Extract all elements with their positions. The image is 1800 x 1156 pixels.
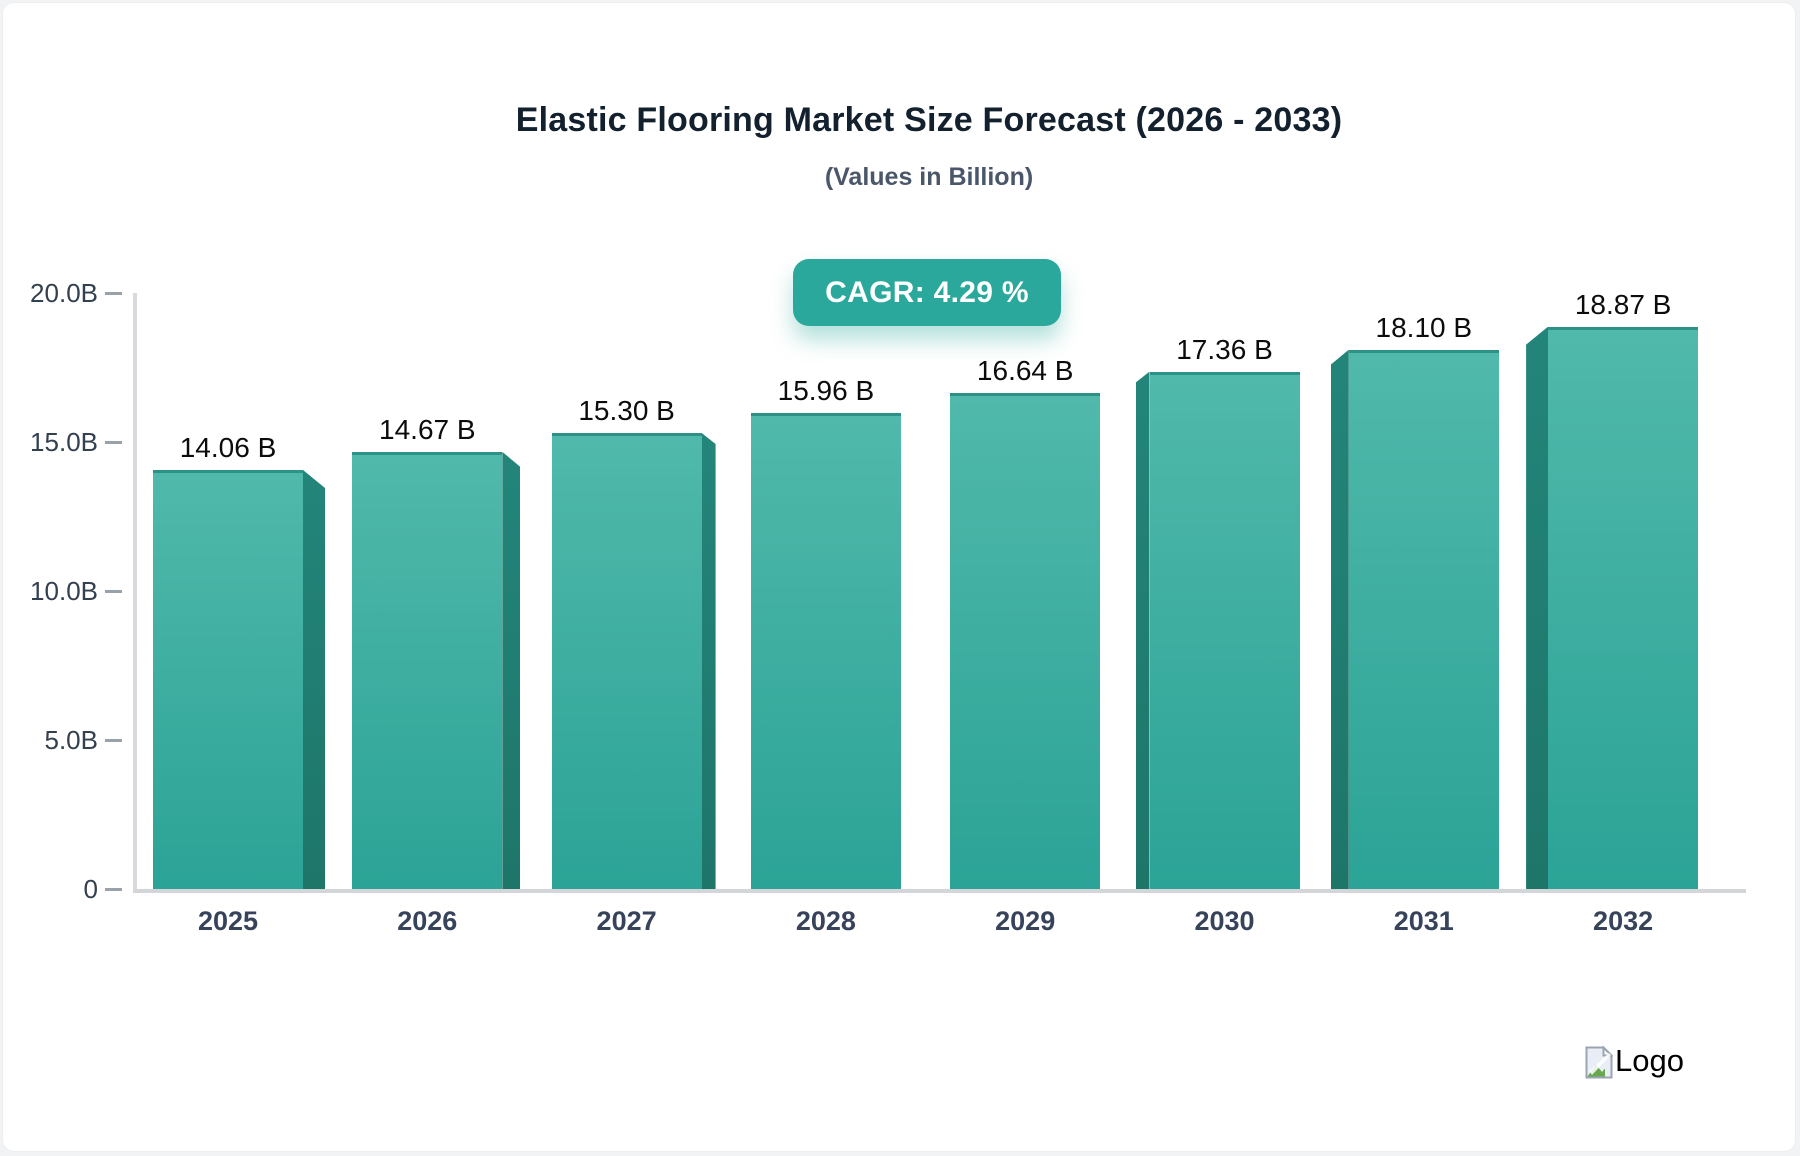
bar-2027[interactable] <box>551 433 702 889</box>
bar-value-label: 17.36 B <box>1176 333 1273 365</box>
y-axis-tick-label: 10.0B <box>30 576 98 606</box>
bar-value-label: 16.64 B <box>976 355 1074 387</box>
bar-side-face <box>1526 326 1549 889</box>
bar-value-label: 18.87 B <box>1574 288 1672 320</box>
x-axis-line <box>133 889 1746 893</box>
chart-title: Elastic Flooring Market Size Forecast (2… <box>515 101 1343 139</box>
bar-value-label: 14.67 B <box>379 413 476 445</box>
bar-2028[interactable] <box>750 413 901 889</box>
x-axis-label-2030: 2030 <box>1194 906 1255 936</box>
bar-2031[interactable] <box>1348 349 1499 889</box>
y-axis-line <box>133 293 137 892</box>
bar-side-face <box>1135 371 1150 889</box>
bar-2030[interactable] <box>1149 371 1300 889</box>
y-axis-tick-mark <box>105 589 122 593</box>
cagr-badge-label: CAGR: 4.29 % <box>825 275 1029 309</box>
y-axis-tick-label: 5.0B <box>44 725 99 755</box>
bar-2032[interactable] <box>1548 326 1699 889</box>
y-axis-tick-label: 20.0B <box>30 278 98 308</box>
x-axis-label-2026: 2026 <box>397 906 458 936</box>
bar-value-label: 15.30 B <box>578 395 675 427</box>
bar-2025[interactable] <box>153 470 303 889</box>
cagr-badge: CAGR: 4.29 % <box>793 259 1061 326</box>
x-axis-label-2025: 2025 <box>197 906 259 936</box>
bar-value-label: 18.10 B <box>1375 311 1473 343</box>
y-axis-tick-mark <box>105 738 122 742</box>
broken-image-icon <box>1585 1046 1613 1079</box>
y-axis-tick-label: 0 <box>83 874 98 904</box>
x-axis-label-2031: 2031 <box>1393 906 1454 936</box>
y-axis-tick-mark <box>105 440 122 444</box>
bar-side-face <box>1330 349 1349 889</box>
logo-text: Logo <box>1615 1043 1684 1078</box>
x-axis-label-2032: 2032 <box>1593 906 1654 936</box>
y-axis-tick-mark <box>105 291 122 295</box>
plot-area: 14.06 B 14.67 B 15.30 B 15.96 B 16.64 B 17.36… <box>133 289 1746 889</box>
logo: Logo <box>1585 1043 1684 1079</box>
bar-value-label: 14.06 B <box>179 432 277 463</box>
y-axis-tick-label: 15.0B <box>30 427 98 457</box>
chart-subtitle: (Values in Billion) <box>824 163 1034 191</box>
bar-value-label: 15.96 B <box>777 375 875 407</box>
bar-2029[interactable] <box>950 393 1101 889</box>
bar-2026[interactable] <box>352 451 503 889</box>
x-axis-label-2027: 2027 <box>596 906 657 936</box>
y-axis-tick-mark <box>105 887 122 891</box>
bar-side-face <box>303 470 325 889</box>
x-axis-label-2028: 2028 <box>795 906 856 936</box>
bar-side-face <box>701 433 716 889</box>
bar-side-face <box>502 451 521 889</box>
x-axis-label-2029: 2029 <box>995 906 1056 936</box>
